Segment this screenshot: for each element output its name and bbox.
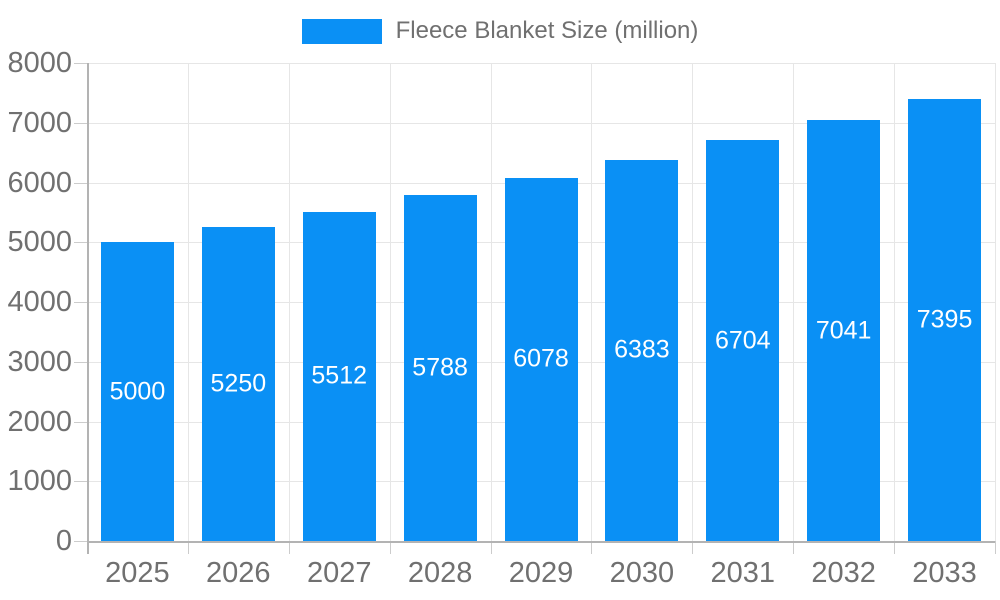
y-gridline: [87, 122, 995, 124]
bar-value-label: 5512: [311, 361, 368, 390]
bar[interactable]: 5788: [403, 195, 477, 541]
bar[interactable]: 5512: [302, 211, 376, 541]
y-axis-label: 7000: [7, 106, 72, 139]
x-tick: [490, 541, 492, 554]
y-axis-label: 3000: [7, 345, 72, 378]
y-tick: [74, 182, 87, 184]
x-axis-label: 2025: [105, 557, 170, 589]
bar[interactable]: 7041: [807, 120, 881, 541]
x-tick: [995, 541, 996, 554]
legend: Fleece Blanket Size (million): [0, 18, 1000, 44]
y-axis-label: 4000: [7, 286, 72, 318]
legend-label: Fleece Blanket Size (million): [395, 17, 699, 44]
bar-value-label: 7041: [815, 316, 872, 345]
x-gridline: [187, 63, 189, 541]
x-axis-label: 2029: [508, 557, 574, 589]
bar[interactable]: 6704: [706, 140, 780, 541]
x-tick: [591, 541, 593, 554]
x-axis-line: [87, 541, 995, 543]
x-gridline: [894, 63, 896, 541]
x-gridline: [490, 63, 492, 541]
bar[interactable]: 5250: [201, 227, 275, 541]
y-axis-label: 8000: [7, 47, 72, 79]
bar-value-label: 6383: [614, 335, 670, 364]
y-tick: [74, 302, 87, 303]
y-axis-line: [87, 63, 89, 554]
x-tick: [692, 541, 694, 554]
y-axis-label: 5000: [7, 226, 72, 259]
x-axis-label: 2026: [206, 557, 271, 589]
bar-value-label: 6704: [714, 326, 771, 355]
y-tick: [74, 481, 87, 483]
y-tick: [74, 63, 87, 64]
bar[interactable]: 6383: [605, 159, 679, 541]
y-gridline: [87, 63, 995, 64]
y-tick: [74, 361, 87, 363]
x-tick: [793, 541, 795, 554]
y-tick: [74, 122, 87, 124]
x-axis-label: 2028: [407, 557, 473, 589]
y-tick: [74, 242, 87, 244]
x-gridline: [692, 63, 694, 541]
y-axis-label: 2000: [7, 405, 72, 438]
x-tick: [894, 541, 896, 554]
x-axis-label: 2030: [609, 557, 675, 589]
y-tick: [74, 421, 87, 423]
x-axis-label: 2032: [811, 557, 876, 589]
bar[interactable]: 7395: [908, 99, 982, 541]
x-gridline: [793, 63, 795, 541]
x-axis-label: 2027: [306, 557, 372, 589]
x-tick: [389, 541, 391, 554]
x-tick: [288, 541, 290, 554]
x-gridline: [995, 63, 996, 541]
x-gridline: [288, 63, 290, 541]
bar[interactable]: 5000: [100, 242, 174, 541]
bar[interactable]: 6078: [504, 177, 578, 541]
y-axis-label: 1000: [7, 465, 72, 498]
bar-value-label: 6078: [513, 344, 569, 373]
x-gridline: [591, 63, 593, 541]
y-tick: [74, 541, 87, 542]
bar-value-label: 5250: [210, 369, 267, 398]
y-axis-label: 0: [55, 525, 72, 557]
bar-value-label: 5000: [109, 377, 166, 406]
bar-value-label: 7395: [916, 305, 973, 334]
x-tick: [187, 541, 189, 554]
x-axis-label: 2033: [912, 557, 977, 589]
x-gridline: [389, 63, 391, 541]
bar-value-label: 5788: [412, 353, 468, 382]
legend-swatch: [301, 18, 382, 44]
y-axis-label: 6000: [7, 166, 72, 199]
x-axis-label: 2031: [710, 557, 776, 589]
